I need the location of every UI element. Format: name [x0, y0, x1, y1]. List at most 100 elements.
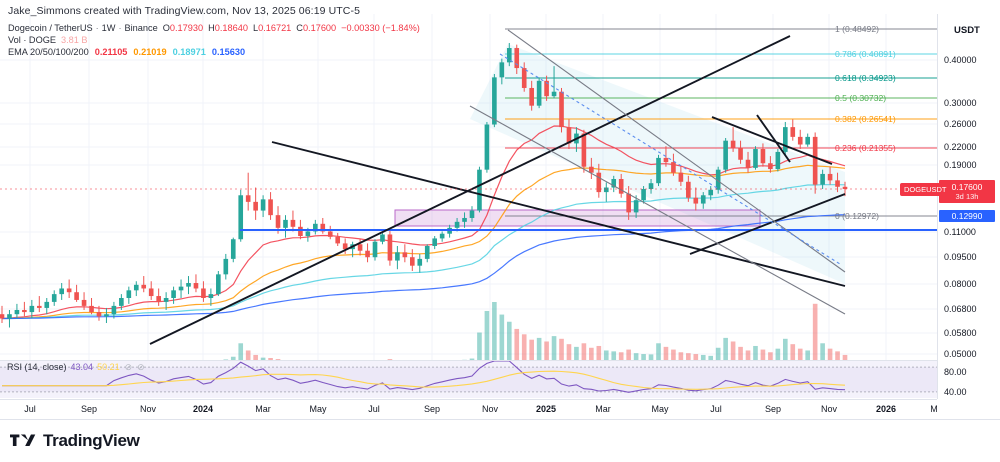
legend-change: −0.00330 (−1.84%): [341, 23, 420, 33]
downtrend-line-major: [271, 141, 846, 287]
candle-body: [656, 157, 661, 184]
candle-body: [484, 124, 490, 170]
candle-body: [29, 305, 35, 313]
volume-bar: [253, 354, 258, 360]
volume-bar: [618, 352, 624, 360]
candle-body: [7, 314, 12, 319]
price-axis-label: 0.30000: [944, 98, 977, 108]
volume-bar: [529, 339, 534, 360]
candle-body: [298, 226, 303, 237]
candle-body: [305, 231, 311, 237]
rsi-axis-label: 80.00: [944, 367, 967, 377]
time-axis[interactable]: Jul Sep Nov 2024 Mar May Jul Sep Nov 2025 Mar May Ju…: [0, 399, 937, 419]
candle-body: [454, 221, 460, 228]
legend-symbol[interactable]: Dogecoin / TetherUS: [8, 23, 93, 33]
fib-level-label: 0.786 (0.40891): [835, 49, 896, 59]
channel-lower-line: [469, 105, 846, 315]
candle-body: [186, 283, 191, 287]
candle-body: [581, 133, 587, 167]
candle-body: [171, 290, 176, 298]
settings-icon[interactable]: ⊘: [137, 362, 145, 372]
candle-body: [66, 288, 72, 293]
countdown-text: 3d 13h: [955, 191, 979, 201]
price-chart-pane[interactable]: [0, 14, 937, 360]
volume-bar: [686, 353, 691, 360]
volume-bar: [223, 359, 229, 360]
volume-bar: [671, 349, 676, 360]
candle-body: [499, 62, 505, 78]
legend-sep-2: ·: [118, 23, 122, 33]
legend-ema-label[interactable]: EMA 20/50/100/200: [8, 47, 89, 58]
price-axis-label: 0.11000: [944, 227, 976, 237]
volume-bar: [469, 358, 475, 360]
candle-body: [693, 197, 699, 204]
candle-body: [551, 91, 557, 97]
volume-bar: [768, 352, 773, 360]
channel-upper-line: [507, 29, 846, 273]
price-axis-label: 0.06800: [944, 304, 977, 314]
candle-body: [141, 284, 147, 289]
volume-bar: [596, 345, 602, 360]
volume-bar: [760, 349, 766, 360]
candle-body: [133, 284, 139, 291]
tradingview-logo-text: TradingView: [43, 431, 140, 450]
candle-body: [678, 172, 684, 182]
legend-row-symbol: Dogecoin / TetherUS · 1W · Binance O0.17…: [8, 22, 420, 34]
volume-bar: [514, 328, 520, 360]
time-axis-label: Mar: [930, 404, 937, 414]
wedge-upper-line: [711, 116, 833, 165]
symbol-price-tag: DOGEUSDT: [900, 183, 951, 196]
volume-bar: [492, 302, 497, 360]
candle-body: [663, 157, 669, 163]
rsi-band: [0, 367, 937, 392]
candle-body: [335, 236, 341, 244]
candle-body: [559, 91, 564, 128]
volume-bar: [700, 354, 706, 360]
candle-body: [365, 250, 370, 258]
candle-body: [797, 136, 803, 145]
rsi-ma-line: [2, 370, 846, 390]
candle-body: [178, 286, 184, 291]
tradingview-logo-icon: [10, 433, 36, 449]
candle-body: [395, 252, 400, 261]
volume-bar: [805, 350, 811, 360]
time-axis-label: 2026: [875, 404, 897, 414]
volume-bar: [797, 348, 803, 360]
candle-body: [469, 210, 475, 218]
legend-interval[interactable]: 1W: [101, 23, 116, 33]
rsi-pane[interactable]: [0, 361, 937, 398]
volume-bar: [775, 348, 781, 360]
candle-body: [738, 147, 743, 160]
volume-bar: [499, 314, 505, 360]
fib-level-label: 0.236 (0.21355): [835, 143, 896, 153]
candle-body: [417, 258, 423, 266]
time-axis-label: Nov: [139, 404, 157, 414]
volume-bar: [812, 303, 818, 360]
price-axis-label: 0.19000: [944, 160, 977, 170]
price-axis-label: 0.08000: [944, 279, 977, 289]
footer-bar: TradingView: [0, 419, 1000, 462]
volume-bar: [641, 354, 646, 360]
price-axis[interactable]: USDT 0.40000 0.30000 0.26000 0.22000 0.19000…: [937, 14, 1000, 399]
candle-body: [14, 309, 20, 315]
legend-open: O0.17930: [162, 23, 204, 33]
volume-bar: [275, 359, 281, 360]
attribution-text: Jake_Simmons created with TradingView.co…: [8, 5, 361, 17]
candle-body: [514, 48, 520, 69]
support-price-tag[interactable]: 0.12990: [939, 210, 995, 222]
candle-body: [380, 234, 385, 242]
volume-bar: [648, 354, 654, 360]
uptrend-line-minor: [689, 193, 846, 255]
legend-ema200-value: 0.15630: [211, 47, 246, 58]
candle-body: [730, 140, 736, 148]
candle-body: [104, 314, 109, 317]
candle-body: [96, 312, 102, 317]
uptrend-line-major: [149, 35, 791, 345]
time-axis-label: Mar: [255, 404, 271, 414]
volume-bar: [544, 341, 549, 360]
eye-icon[interactable]: ⊘: [124, 362, 133, 372]
time-axis-label: 2024: [192, 404, 214, 414]
last-price-tag[interactable]: 0.17600 3d 13h: [939, 180, 995, 203]
tradingview-logo[interactable]: TradingView: [10, 431, 140, 451]
candle-body: [148, 288, 154, 297]
